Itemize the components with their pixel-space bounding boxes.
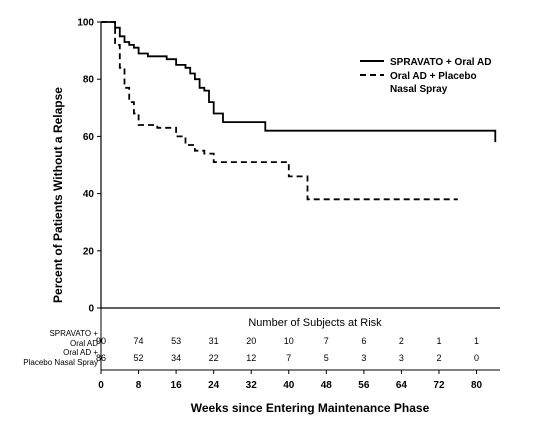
risk-value: 2: [399, 336, 404, 346]
risk-value: 2: [436, 353, 441, 363]
risk-value: 52: [134, 353, 144, 363]
risk-value: 3: [361, 353, 366, 363]
risk-value: 34: [171, 353, 181, 363]
risk-table-title: Number of Subjects at Risk: [248, 317, 382, 329]
series-line-spravato: [101, 22, 495, 142]
risk-value: 74: [134, 336, 144, 346]
risk-table: Number of Subjects at Risk SPRAVATO + Or…: [23, 317, 479, 367]
risk-row-1-label-line2: Oral AD: [70, 339, 98, 348]
risk-row-2-label-line1: Oral AD +: [63, 348, 98, 357]
x-tick-labels: 0 8 16 24 32 40 48 56 64 72 80: [98, 370, 482, 391]
x-tick-label: 80: [471, 380, 483, 391]
risk-value: 53: [171, 336, 181, 346]
y-axis-title: Percent of Patients Without a Relapse: [51, 87, 65, 303]
risk-table-values: 90 74 53 31 20 10 7 6 2 1 186 52 34 22 12 7 5 3 3 2 0: [96, 336, 479, 363]
legend-label-spravato: SPRAVATO + Oral AD: [390, 57, 491, 68]
risk-value: 22: [209, 353, 219, 363]
x-tick-label: 48: [321, 380, 333, 391]
x-tick-label: 40: [283, 380, 295, 391]
risk-value: 10: [284, 336, 294, 346]
risk-value: 1: [436, 336, 441, 346]
risk-value: 12: [246, 353, 256, 363]
risk-value: 3: [399, 353, 404, 363]
x-tick-label: 64: [396, 380, 408, 391]
y-tick-label: 40: [83, 189, 95, 200]
y-tick-label: 100: [77, 18, 94, 29]
risk-value: 86: [96, 353, 106, 363]
x-tick-label: 8: [136, 380, 142, 391]
x-tick-label: 0: [98, 380, 104, 391]
risk-value: 1: [474, 336, 479, 346]
risk-value: 5: [324, 353, 329, 363]
x-tick-label: 56: [358, 380, 370, 391]
risk-value: 7: [286, 353, 291, 363]
series-line-placebo: [101, 22, 458, 199]
risk-value: 7: [324, 336, 329, 346]
risk-value: 6: [361, 336, 366, 346]
series-lines: [101, 22, 495, 199]
risk-value: 20: [246, 336, 256, 346]
legend: SPRAVATO + Oral AD Oral AD + Placebo Nas…: [360, 57, 491, 95]
risk-value: 0: [474, 353, 479, 363]
y-tick-label: 80: [83, 75, 95, 86]
x-axis-title: Weeks since Entering Maintenance Phase: [191, 401, 430, 415]
legend-label-placebo: Oral AD + Placebo: [390, 71, 477, 82]
risk-row-2-label-line2: Placebo Nasal Spray: [23, 358, 98, 367]
y-tick-label: 20: [83, 246, 95, 257]
x-tick-label: 24: [208, 380, 220, 391]
x-tick-label: 32: [246, 380, 258, 391]
risk-value: 90: [96, 336, 106, 346]
y-tick-label: 0: [88, 304, 94, 315]
risk-row-1-label-line1: SPRAVATO +: [49, 329, 98, 338]
y-tick-label: 60: [83, 132, 95, 143]
legend-label-placebo-cont: Nasal Spray: [390, 84, 448, 95]
x-tick-label: 72: [433, 380, 445, 391]
risk-value: 31: [209, 336, 219, 346]
x-tick-label: 16: [171, 380, 183, 391]
